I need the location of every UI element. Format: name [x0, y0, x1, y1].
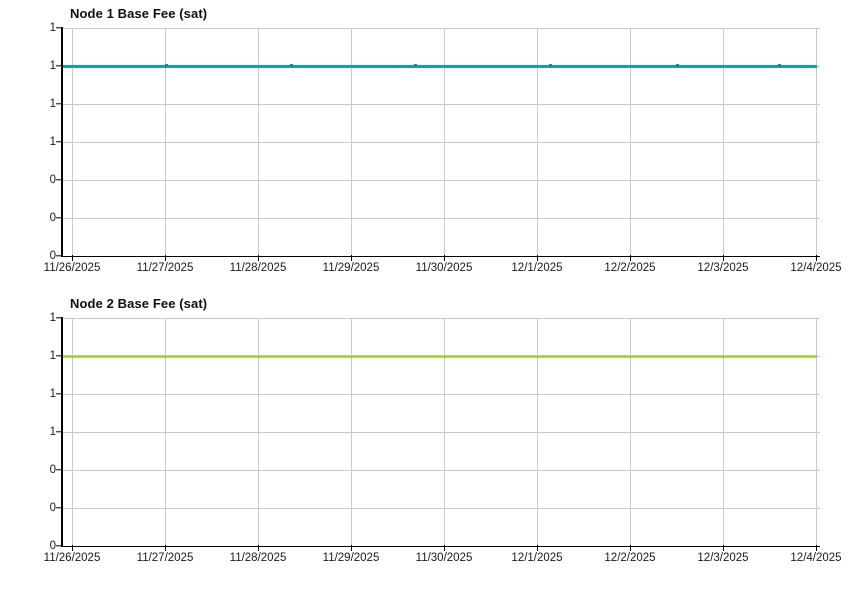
y-tick-label: 0 [49, 212, 56, 224]
x-tick-label: 12/3/2025 [697, 262, 749, 274]
data-point-marker [414, 64, 417, 67]
x-tick-label: 12/1/2025 [511, 262, 563, 274]
plot-svg [62, 28, 820, 256]
x-tick-mark [444, 255, 446, 261]
x-tick-label: 12/4/2025 [790, 552, 842, 564]
x-tick-mark [351, 545, 353, 551]
y-tick-mark [56, 393, 62, 395]
y-tick-label: 1 [49, 136, 56, 148]
y-axis-ticks: 1 1 1 1 0 0 0 [0, 290, 62, 580]
x-tick-label: 11/30/2025 [415, 262, 473, 274]
x-tick-label: 11/29/2025 [322, 262, 380, 274]
x-tick-label: 11/30/2025 [415, 552, 473, 564]
y-tick-label: 0 [49, 502, 56, 514]
y-tick-label: 0 [49, 540, 56, 552]
x-tick-label: 12/4/2025 [790, 262, 842, 274]
y-axis-ticks: 1 1 1 1 0 0 0 [0, 0, 62, 290]
data-point-marker [549, 64, 552, 67]
y-tick-label: 1 [49, 388, 56, 400]
plot-area [62, 28, 820, 256]
y-tick-label: 0 [49, 174, 56, 186]
x-tick-label: 12/2/2025 [604, 262, 656, 274]
y-tick-mark [56, 141, 62, 143]
plot-area [62, 318, 820, 546]
y-tick-label: 1 [49, 350, 56, 362]
y-tick-mark [56, 431, 62, 433]
plot-svg [62, 318, 820, 546]
y-tick-mark [56, 255, 62, 257]
x-tick-mark [165, 255, 167, 261]
x-tick-label: 11/28/2025 [229, 552, 287, 564]
x-tick-mark [537, 545, 539, 551]
x-tick-label: 12/2/2025 [604, 552, 656, 564]
x-tick-mark [165, 545, 167, 551]
x-axis-line [61, 545, 820, 547]
x-tick-label: 12/1/2025 [511, 552, 563, 564]
series-line-node-1 [62, 64, 817, 68]
x-axis-ticks: 11/26/2025 11/27/2025 11/28/2025 11/29/2… [0, 0, 860, 290]
x-tick-mark [537, 255, 539, 261]
x-tick-label: 12/3/2025 [697, 552, 749, 564]
y-tick-label: 0 [49, 464, 56, 476]
x-tick-mark [72, 545, 74, 551]
y-tick-mark [56, 217, 62, 219]
y-tick-mark [56, 355, 62, 357]
x-tick-mark [630, 255, 632, 261]
y-tick-label: 1 [49, 312, 56, 324]
y-tick-mark [56, 469, 62, 471]
y-tick-label: 1 [49, 22, 56, 34]
x-tick-mark [258, 545, 260, 551]
x-tick-mark [723, 545, 725, 551]
y-tick-mark [56, 545, 62, 547]
y-tick-mark [56, 507, 62, 509]
x-tick-mark [72, 255, 74, 261]
x-tick-mark [816, 255, 818, 261]
chart-panel-node-2: Node 2 Base Fee (sat) [0, 290, 860, 580]
y-tick-label: 1 [49, 60, 56, 72]
x-tick-mark [444, 545, 446, 551]
x-tick-label: 11/29/2025 [322, 552, 380, 564]
y-tick-mark [56, 27, 62, 29]
x-tick-label: 11/26/2025 [43, 262, 101, 274]
x-tick-label: 11/27/2025 [136, 552, 194, 564]
data-point-marker [165, 64, 168, 67]
data-point-marker [778, 64, 781, 67]
x-tick-label: 11/27/2025 [136, 262, 194, 274]
x-tick-mark [630, 545, 632, 551]
x-tick-label: 11/28/2025 [229, 262, 287, 274]
y-tick-mark [56, 65, 62, 67]
chart-title: Node 1 Base Fee (sat) [70, 6, 208, 21]
data-point-marker [676, 64, 679, 67]
data-point-marker [290, 64, 293, 67]
x-tick-mark [816, 545, 818, 551]
chart-title: Node 2 Base Fee (sat) [70, 296, 208, 311]
y-tick-mark [56, 317, 62, 319]
x-tick-label: 11/26/2025 [43, 552, 101, 564]
x-tick-mark [258, 255, 260, 261]
y-tick-label: 1 [49, 426, 56, 438]
y-tick-label: 1 [49, 98, 56, 110]
y-tick-mark [56, 179, 62, 181]
x-axis-ticks: 11/26/2025 11/27/2025 11/28/2025 11/29/2… [0, 290, 860, 580]
x-axis-line [61, 255, 820, 257]
y-tick-label: 0 [49, 250, 56, 262]
x-tick-mark [351, 255, 353, 261]
chart-panel-node-1: Node 1 Base Fee (sat) [0, 0, 860, 290]
y-tick-mark [56, 103, 62, 105]
x-tick-mark [723, 255, 725, 261]
